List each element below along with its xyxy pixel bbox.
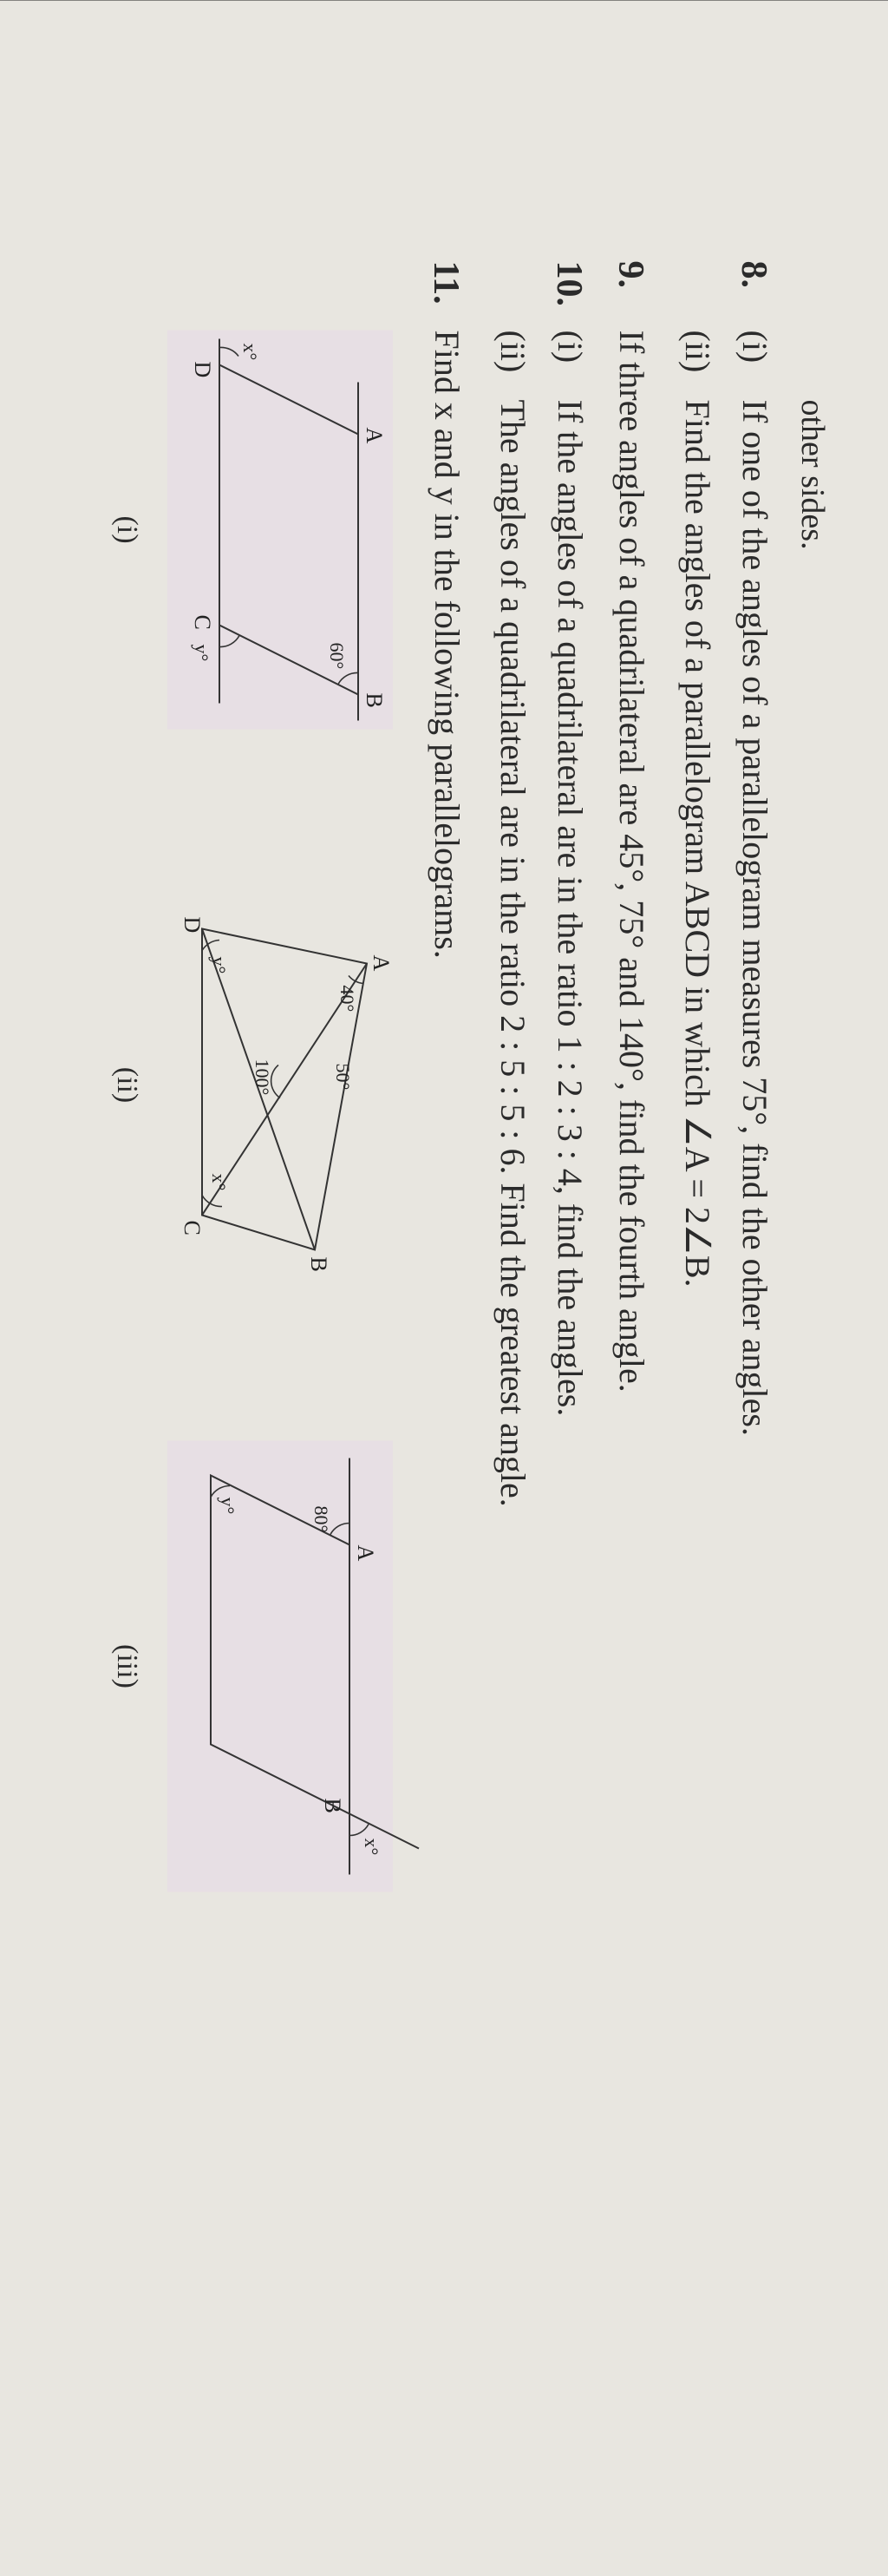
fig2-40: 40° bbox=[336, 985, 358, 1012]
fig2-B: B bbox=[306, 1256, 331, 1271]
fig1-y: y° bbox=[191, 644, 212, 661]
fig1-C: C bbox=[190, 614, 215, 629]
fig2-D: D bbox=[180, 916, 205, 933]
q8-ii: (ii) Find the angles of a parallelogram … bbox=[672, 330, 722, 2455]
fig2-50: 50° bbox=[332, 1063, 354, 1090]
q8-number: 8. bbox=[665, 260, 780, 330]
fig3-y: y° bbox=[217, 1497, 238, 1514]
figure-2: 40° 50° 100° y° x° A B C D bbox=[106, 885, 393, 1284]
question-8: 8. (i) If one of the angles of a paralle… bbox=[665, 260, 780, 2455]
fig1-B: B bbox=[362, 692, 387, 707]
q10-i-text: If the angles of a quadrilateral are in … bbox=[545, 399, 595, 2455]
question-11: 11. Find x and y in the following parall… bbox=[419, 260, 472, 2455]
q10-body: (i) If the angles of a quadrilateral are… bbox=[480, 330, 595, 2455]
fig3-shade bbox=[167, 1440, 393, 1891]
fig1-D: D bbox=[190, 361, 215, 377]
q10-number: 10. bbox=[480, 260, 595, 330]
q11-text: Find x and y in the following parallelog… bbox=[421, 330, 472, 2455]
fig2-A: A bbox=[369, 954, 394, 971]
fig3-B: B bbox=[320, 1798, 345, 1812]
q10-ii: (ii) The angles of a quadrilateral are i… bbox=[487, 330, 538, 2455]
q8-ii-num: (ii) bbox=[672, 330, 722, 399]
fig2-C: C bbox=[180, 1220, 205, 1235]
page-content: other sides. 8. (i) If one of the angles… bbox=[0, 0, 888, 2576]
question-9: 9. If three angles of a quadrilateral ar… bbox=[604, 260, 656, 2455]
page-outer: other sides. 8. (i) If one of the angles… bbox=[0, 0, 888, 2576]
fig1-x: x° bbox=[239, 343, 261, 360]
q8-i: (i) If one of the angles of a parallelog… bbox=[729, 330, 780, 2455]
q9-body: If three angles of a quadrilateral are 4… bbox=[604, 330, 656, 2455]
q10-i: (i) If the angles of a quadrilateral are… bbox=[545, 330, 595, 2455]
fig3-caption: (iii) bbox=[106, 1440, 148, 1891]
figure-row: 60° x° y° A B C D (i) bbox=[106, 330, 393, 2455]
fig2-100: 100° bbox=[251, 1059, 273, 1095]
fig2-caption: (ii) bbox=[106, 885, 148, 1284]
fig1-A: A bbox=[362, 427, 387, 443]
q10-ii-num: (ii) bbox=[487, 330, 538, 399]
q10-ii-text: The angles of a quadrilateral are in the… bbox=[487, 399, 538, 2455]
figure-1: 60° x° y° A B C D (i) bbox=[106, 330, 393, 729]
figure-3: 80° y° x° A B (iii) bbox=[106, 1440, 393, 1891]
fig3-80: 80° bbox=[310, 1505, 332, 1532]
fig1-caption: (i) bbox=[106, 330, 148, 729]
figure-3-svg: 80° y° x° A B bbox=[167, 1440, 393, 1891]
q9-text: If three angles of a quadrilateral are 4… bbox=[606, 330, 656, 2455]
q11-number: 11. bbox=[419, 260, 472, 330]
fig2-y: y° bbox=[208, 956, 230, 973]
q8-body: (i) If one of the angles of a parallelog… bbox=[665, 330, 780, 2455]
fig1-angle-B: 60° bbox=[326, 642, 348, 669]
other-sides-line: other sides. bbox=[788, 399, 836, 2455]
fig2-arc-y bbox=[202, 940, 219, 950]
q9-number: 9. bbox=[604, 260, 656, 330]
fig2-x: x° bbox=[208, 1173, 230, 1190]
q8-i-num: (i) bbox=[729, 330, 780, 399]
fig3-x: x° bbox=[361, 1838, 382, 1855]
figure-2-svg: 40° 50° 100° y° x° A B C D bbox=[167, 885, 393, 1284]
q8-i-text: If one of the angles of a parallelogram … bbox=[729, 399, 780, 2455]
q10-i-num: (i) bbox=[545, 330, 595, 399]
question-10: 10. (i) If the angles of a quadrilateral… bbox=[480, 260, 595, 2455]
figure-1-svg: 60° x° y° A B C D bbox=[167, 330, 393, 729]
q8-ii-text: Find the angles of a parallelogram ABCD … bbox=[672, 399, 722, 2455]
q11-body: Find x and y in the following parallelog… bbox=[419, 330, 472, 2455]
fig3-A: A bbox=[353, 1544, 378, 1561]
